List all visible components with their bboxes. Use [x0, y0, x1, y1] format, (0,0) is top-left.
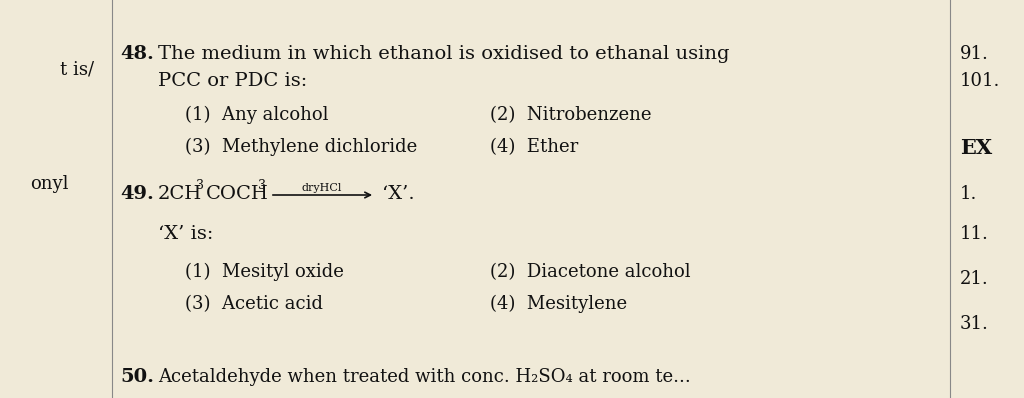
Text: (1)  Any alcohol: (1) Any alcohol — [185, 106, 329, 124]
Text: 2CH: 2CH — [158, 185, 203, 203]
Text: (3)  Methylene dichloride: (3) Methylene dichloride — [185, 138, 417, 156]
Text: 1.: 1. — [961, 185, 977, 203]
Text: 31.: 31. — [961, 315, 989, 333]
Text: COCH: COCH — [206, 185, 269, 203]
Text: (2)  Nitrobenzene: (2) Nitrobenzene — [490, 106, 651, 124]
Text: 21.: 21. — [961, 270, 989, 288]
Text: ‘X’.: ‘X’. — [382, 185, 415, 203]
Text: t is/: t is/ — [60, 60, 94, 78]
Text: 48.: 48. — [120, 45, 154, 63]
Text: 50.: 50. — [120, 368, 154, 386]
Text: (4)  Mesitylene: (4) Mesitylene — [490, 295, 627, 313]
Text: The medium in which ethanol is oxidised to ethanal using: The medium in which ethanol is oxidised … — [158, 45, 729, 63]
Text: 91.: 91. — [961, 45, 989, 63]
Text: EX: EX — [961, 138, 992, 158]
Text: (2)  Diacetone alcohol: (2) Diacetone alcohol — [490, 263, 690, 281]
Text: 49.: 49. — [120, 185, 154, 203]
Text: PCC or PDC is:: PCC or PDC is: — [158, 72, 307, 90]
Text: ‘X’ is:: ‘X’ is: — [158, 225, 213, 243]
Text: 3: 3 — [258, 179, 266, 192]
Text: (1)  Mesityl oxide: (1) Mesityl oxide — [185, 263, 344, 281]
Text: 3: 3 — [196, 179, 204, 192]
Text: dryHCl: dryHCl — [302, 183, 342, 193]
Text: (3)  Acetic acid: (3) Acetic acid — [185, 295, 323, 313]
Text: 101.: 101. — [961, 72, 1000, 90]
Text: onyl: onyl — [30, 175, 69, 193]
Text: Acetaldehyde when treated with conc. H₂SO₄ at room te...: Acetaldehyde when treated with conc. H₂S… — [158, 368, 691, 386]
Text: (4)  Ether: (4) Ether — [490, 138, 579, 156]
Text: 11.: 11. — [961, 225, 989, 243]
